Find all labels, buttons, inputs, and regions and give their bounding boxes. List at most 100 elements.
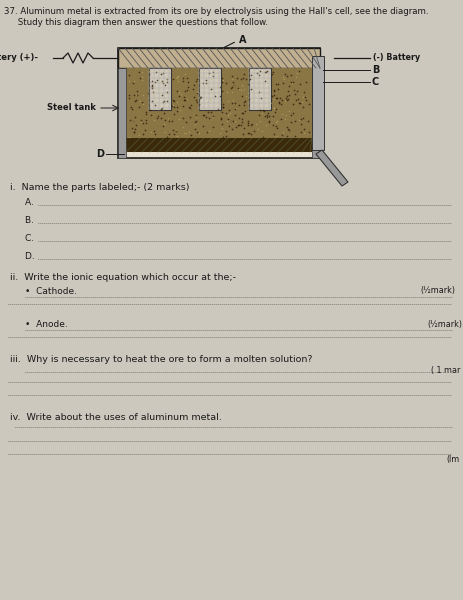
Point	[225, 96, 232, 106]
Point	[169, 74, 177, 84]
Point	[159, 97, 167, 107]
Point	[157, 70, 164, 79]
Point	[226, 108, 233, 118]
Point	[136, 103, 143, 112]
Text: iv.  Write about the uses of aluminum metal.: iv. Write about the uses of aluminum met…	[10, 413, 222, 422]
Point	[270, 86, 278, 95]
Point	[163, 74, 171, 84]
Point	[185, 103, 192, 112]
Point	[247, 129, 254, 139]
Point	[239, 80, 246, 89]
Point	[283, 131, 291, 140]
Text: B: B	[372, 65, 379, 75]
Point	[256, 88, 263, 97]
Point	[304, 116, 312, 126]
Point	[145, 69, 152, 79]
Point	[230, 95, 237, 105]
Point	[219, 102, 226, 112]
Point	[222, 79, 230, 88]
Point	[202, 113, 210, 122]
Point	[248, 97, 256, 106]
Text: (½mark): (½mark)	[427, 319, 462, 329]
Point	[129, 116, 137, 125]
Point	[292, 72, 300, 82]
Point	[143, 115, 150, 125]
Point	[155, 84, 162, 94]
Point	[244, 116, 251, 126]
Point	[180, 101, 187, 111]
Point	[291, 116, 298, 125]
Text: (Im: (Im	[447, 455, 460, 464]
Point	[232, 122, 240, 131]
Point	[299, 113, 307, 122]
Point	[207, 107, 215, 116]
Point	[236, 121, 243, 130]
Point	[150, 115, 157, 125]
Text: A: A	[239, 35, 246, 45]
Point	[192, 119, 199, 129]
Point	[239, 130, 247, 139]
Point	[283, 71, 291, 81]
Point	[285, 106, 293, 116]
Point	[282, 115, 289, 124]
Point	[303, 95, 310, 105]
Point	[266, 117, 273, 127]
Point	[268, 98, 275, 107]
Point	[256, 116, 263, 125]
Point	[269, 67, 277, 77]
Point	[217, 128, 224, 137]
Point	[257, 86, 265, 95]
Point	[145, 77, 152, 87]
Point	[263, 74, 271, 84]
Point	[149, 88, 156, 97]
Point	[152, 100, 159, 109]
Point	[175, 115, 182, 124]
Point	[285, 91, 292, 100]
Point	[256, 70, 263, 79]
Point	[280, 127, 287, 137]
Point	[202, 76, 210, 85]
Point	[276, 93, 283, 103]
Point	[149, 90, 156, 100]
Point	[272, 131, 280, 141]
Text: •  Anode.: • Anode.	[25, 320, 68, 329]
Point	[210, 83, 217, 92]
Point	[257, 94, 264, 103]
Point	[258, 108, 265, 118]
Point	[138, 67, 145, 77]
Point	[224, 115, 232, 124]
Point	[131, 76, 138, 86]
Point	[170, 129, 178, 139]
Point	[219, 100, 227, 109]
Point	[199, 110, 206, 119]
Point	[278, 130, 286, 140]
Point	[147, 127, 155, 136]
Point	[135, 67, 143, 77]
Point	[138, 72, 146, 82]
Point	[179, 113, 186, 123]
Point	[192, 117, 199, 127]
Point	[173, 107, 181, 116]
Point	[138, 118, 145, 127]
Point	[142, 118, 149, 128]
Point	[207, 74, 214, 83]
Point	[170, 97, 177, 106]
Point	[142, 110, 150, 119]
Point	[270, 85, 278, 94]
Point	[255, 110, 262, 120]
Point	[270, 103, 278, 113]
Point	[199, 79, 206, 88]
Point	[125, 93, 132, 103]
Point	[284, 94, 291, 104]
Point	[228, 124, 235, 134]
Point	[289, 77, 297, 87]
Point	[259, 126, 266, 136]
Point	[237, 86, 244, 95]
Point	[218, 73, 225, 83]
Point	[140, 99, 147, 109]
Point	[244, 128, 251, 137]
Point	[232, 116, 239, 125]
Point	[297, 119, 305, 129]
Point	[193, 116, 200, 126]
Point	[173, 127, 180, 136]
